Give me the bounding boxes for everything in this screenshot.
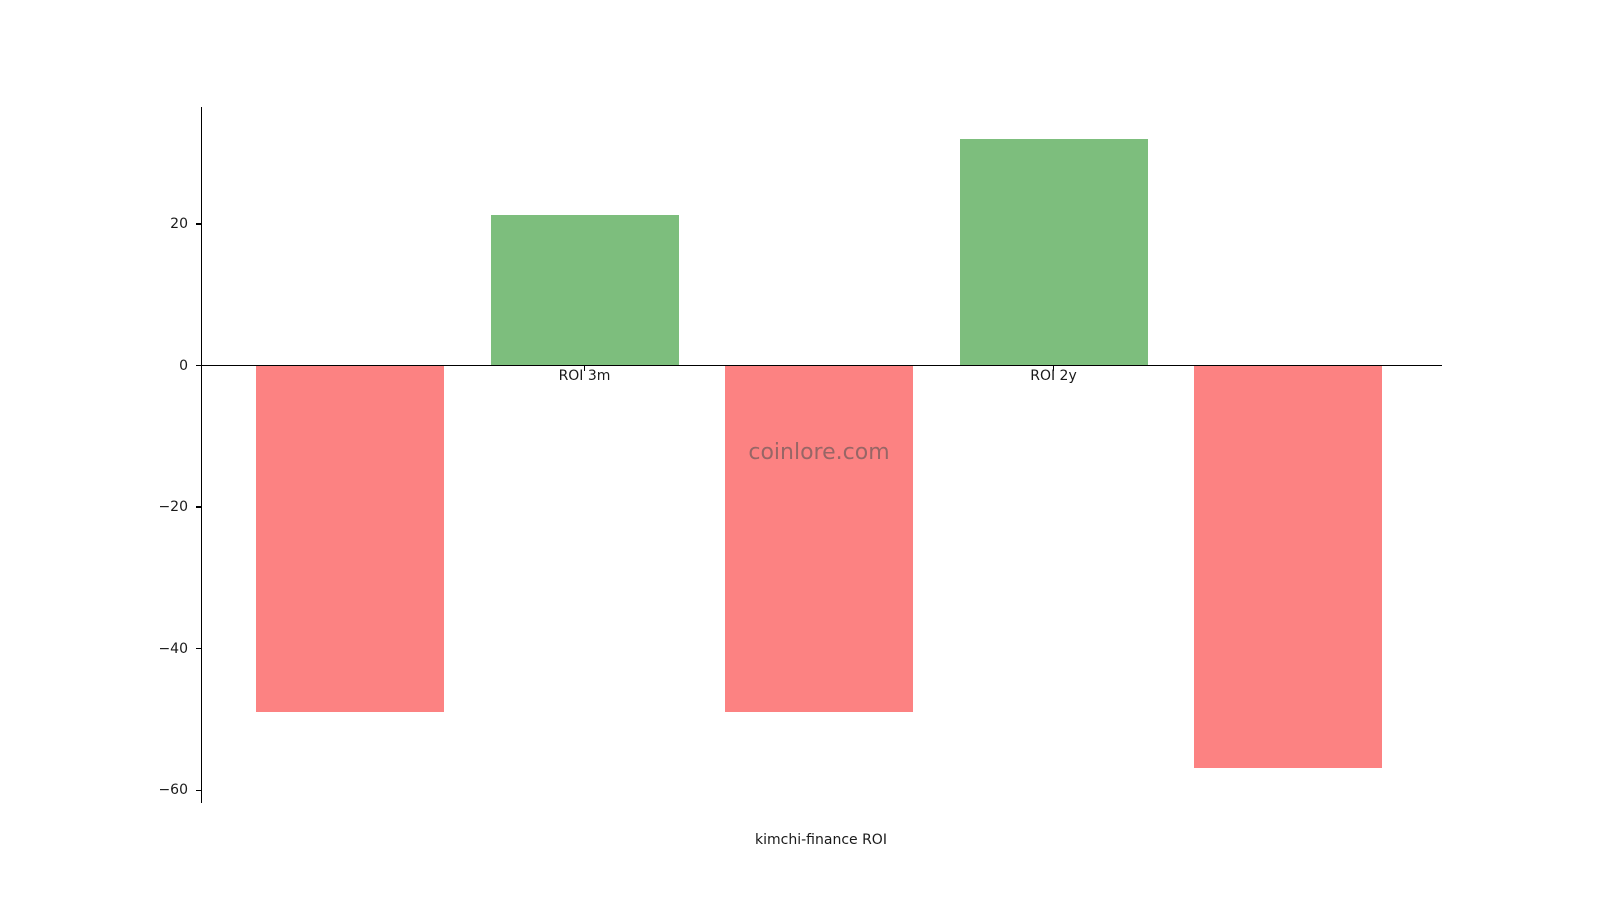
bar-unlabeled-0 [256, 365, 444, 713]
y-tick-mark [196, 364, 201, 367]
watermark-text: coinlore.com [748, 440, 890, 465]
x-tick-mark [583, 365, 586, 371]
y-axis-line [200, 107, 202, 803]
bar-roi-2y [959, 138, 1148, 366]
y-tick-mark [196, 648, 201, 650]
y-tick-label: −20 [158, 499, 188, 516]
bar-unlabeled-4 [1194, 365, 1382, 768]
x-axis-title: kimchi-finance ROI [755, 832, 887, 848]
bar-unlabeled-2 [725, 365, 913, 713]
y-tick-label: 0 [179, 357, 188, 374]
y-tick-mark [196, 506, 201, 508]
y-tick-mark [196, 789, 201, 791]
y-tick-label: −40 [158, 640, 188, 657]
y-tick-label: −60 [158, 782, 188, 799]
x-tick-mark [1052, 365, 1055, 371]
y-tick-mark [196, 223, 201, 225]
x-axis-zero-line [200, 364, 1442, 367]
x-tick-label: ROI 3m [558, 368, 611, 384]
x-tick-label: ROI 2y [1030, 368, 1077, 384]
y-tick-label: 20 [170, 215, 188, 232]
bar-roi-3m [490, 215, 679, 366]
